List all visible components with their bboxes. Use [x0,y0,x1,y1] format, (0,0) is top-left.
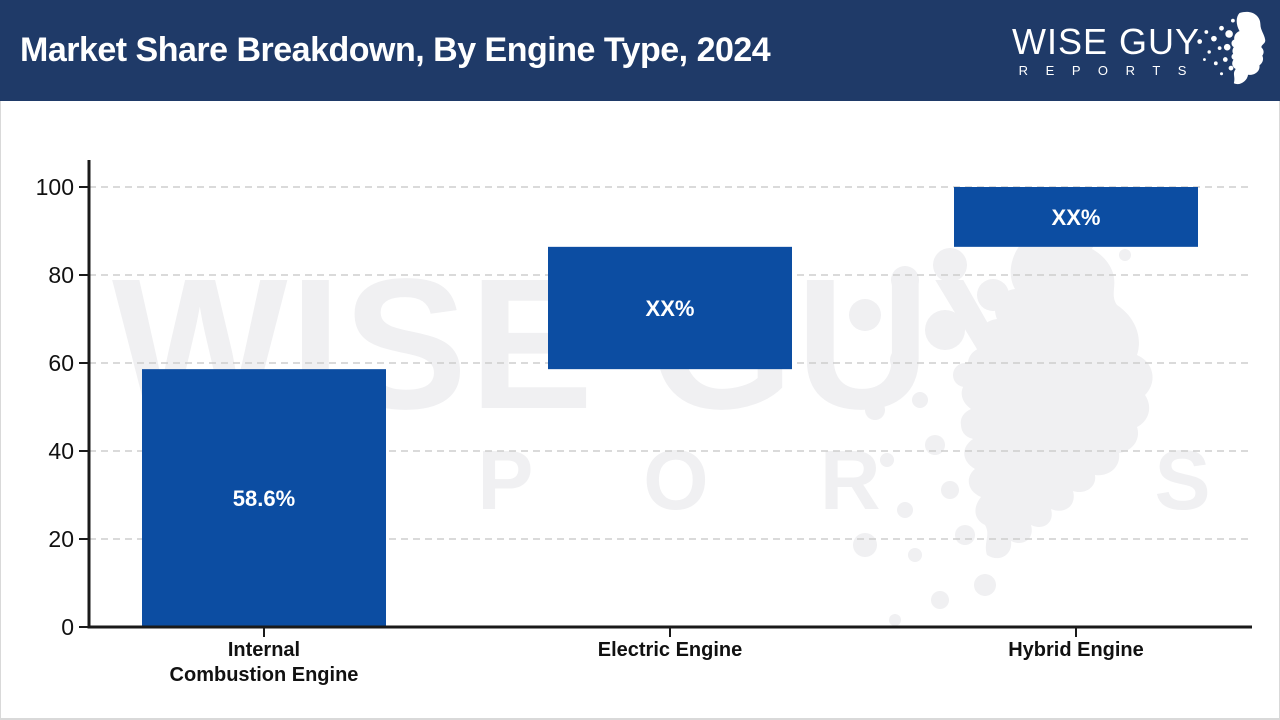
y-tick-label: 40 [48,438,74,464]
x-tick-label: Internal Combustion Engine [170,639,359,686]
logo-wiseguy-label: WISE GUY [1011,21,1200,62]
logo-reports-label: R E P O R T S [1018,63,1194,78]
bar [548,246,792,370]
header-bar: Market Share Breakdown, By Engine Type, … [0,0,1280,101]
logo-text: WISE GUY R E P O R T S [1012,23,1200,79]
x-tick-label: Electric Engine [598,639,743,661]
bar-value-label: XX% [646,296,695,321]
figure-border-left [0,101,1,720]
figure-border-bottom [0,718,1280,720]
bar-value-label: XX% [1052,205,1101,230]
y-tick-label: 0 [61,614,74,640]
y-tick-label: 20 [48,526,74,552]
y-tick-label: 100 [36,174,74,200]
y-tick-label: 80 [48,262,74,288]
x-tick-label: Hybrid Engine [1008,639,1144,661]
wiseguy-logo: WISE GUY R E P O R T S [1012,4,1268,98]
bar [142,369,386,627]
y-tick-label: 60 [48,350,74,376]
logo-face-icon [1197,11,1266,85]
bar-value-label: 58.6% [233,486,295,511]
chart-title: Market Share Breakdown, By Engine Type, … [20,31,771,69]
